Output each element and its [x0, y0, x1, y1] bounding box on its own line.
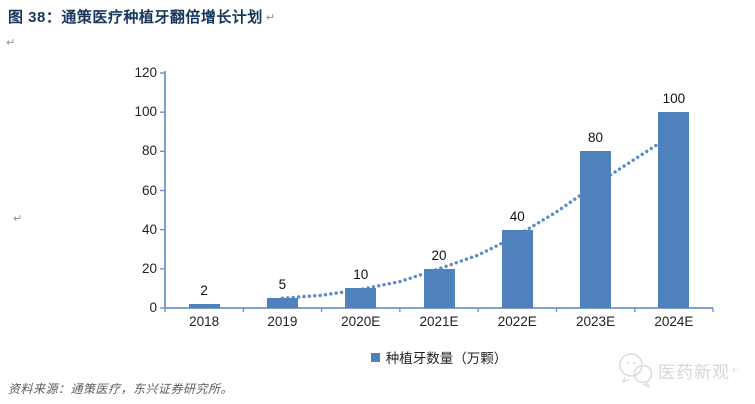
- legend-label: 种植牙数量（万颗）: [385, 351, 508, 366]
- chat-bubbles-icon: [619, 353, 653, 388]
- x-axis-label: 2021E: [419, 314, 459, 329]
- watermark: 医药新观 ↵: [616, 350, 740, 390]
- figure-title-row: 图 38：通策医疗种植牙翻倍增长计划 ↵: [8, 6, 275, 27]
- chart-legend: 种植牙数量（万颗）: [165, 347, 713, 367]
- bar-value-label: 5: [278, 277, 287, 293]
- bar-value-label: 40: [509, 208, 525, 224]
- x-axis-label: 2020E: [341, 314, 381, 329]
- bar-value-label: 20: [431, 247, 447, 263]
- bar-value-label: 2: [200, 283, 208, 299]
- bar-value-label: 10: [353, 267, 369, 283]
- y-axis-label: 100: [134, 104, 157, 120]
- legend-color-swatch: [370, 352, 380, 362]
- y-axis-label: 20: [141, 260, 157, 276]
- y-axis-label: 120: [134, 65, 157, 80]
- x-axis-label: 2024E: [654, 314, 694, 329]
- bar-2023E: [580, 151, 612, 308]
- bar-2020E: [345, 288, 377, 308]
- bar-2024E: [658, 112, 690, 308]
- y-axis-label: 80: [141, 143, 157, 159]
- paragraph-return-mark: ↵: [6, 37, 16, 49]
- source-note: 资料来源：通策医疗，东兴证券研究所。: [8, 382, 234, 396]
- paragraph-return-mark: ↵: [265, 12, 276, 24]
- bar-2021E: [423, 268, 455, 308]
- paragraph-return-mark: ↵: [13, 213, 23, 225]
- bar-2022E: [501, 229, 533, 308]
- bar-value-label: 100: [662, 91, 686, 107]
- x-axis-label: 2023E: [576, 314, 616, 329]
- paragraph-return-mark: ↵: [732, 364, 741, 376]
- bar-2019: [266, 298, 298, 308]
- x-axis-label: 2018: [189, 314, 220, 329]
- y-axis-label: 60: [141, 182, 157, 198]
- x-axis-label: 2019: [267, 314, 298, 329]
- figure-title: 图 38：通策医疗种植牙翻倍增长计划: [8, 9, 263, 26]
- y-axis-label: 40: [141, 221, 157, 237]
- watermark-label: 医药新观: [658, 362, 730, 382]
- bar-value-label: 80: [588, 130, 604, 146]
- x-axis-label: 2022E: [497, 314, 537, 329]
- bar-2018: [188, 304, 220, 308]
- y-axis-label: 0: [149, 300, 157, 315]
